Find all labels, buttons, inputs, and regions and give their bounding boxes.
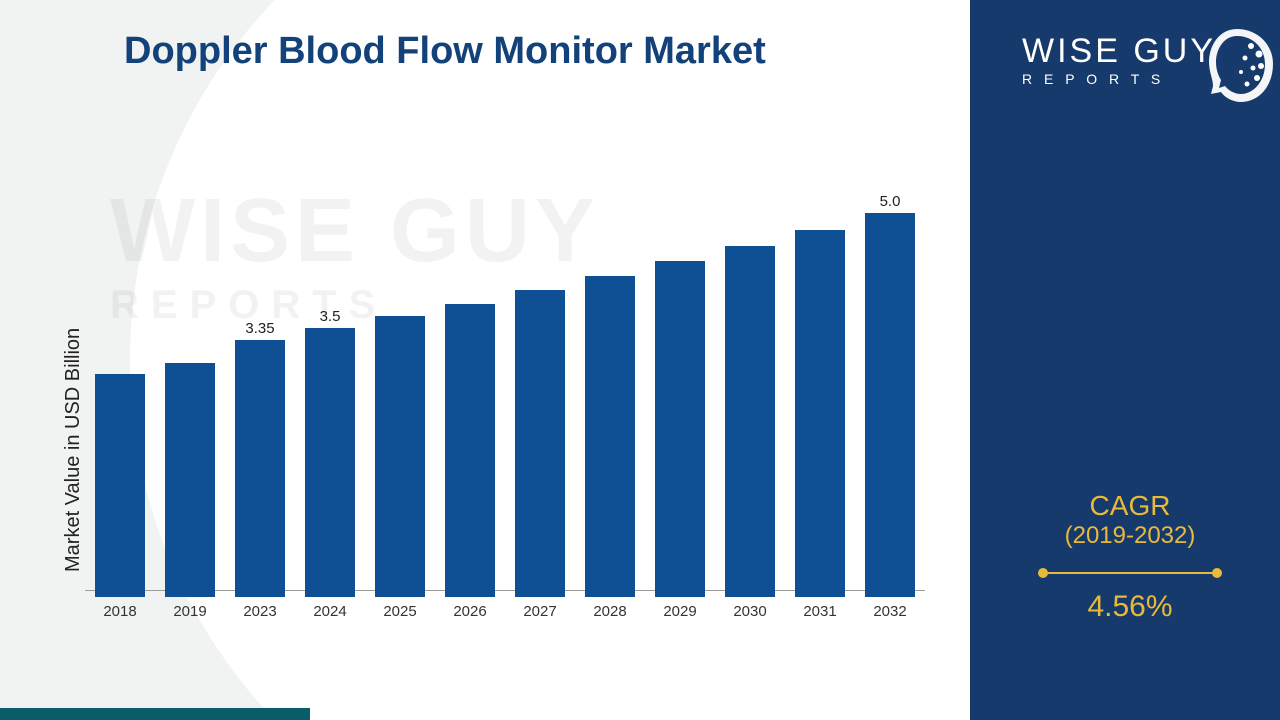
x-tick-label: 2030 (733, 603, 766, 620)
cagr-title: CAGR (1010, 490, 1250, 522)
bars-container: 2018 2019 3.35 2023 3.5 2024 2025 2026 2027 2028 2… (90, 160, 920, 620)
bar-rect (165, 363, 215, 597)
cagr-divider (1040, 568, 1220, 578)
y-axis-label: Market Value in USD Billion (62, 328, 85, 572)
bar-2028: 2028 (580, 256, 640, 620)
bar-2030: 2030 (720, 226, 780, 620)
bar-rect (725, 246, 775, 597)
bar-rect (375, 316, 425, 597)
bar-rect (235, 340, 285, 597)
cagr-range: (2019-2032) (1010, 522, 1250, 550)
bar-2026: 2026 (440, 284, 500, 620)
figure-canvas: WISE GUY REPORTS Doppler Blood Flow Moni… (0, 0, 1280, 720)
chart-title: Doppler Blood Flow Monitor Market (124, 30, 766, 73)
bar-2027: 2027 (510, 270, 570, 620)
bar-2024: 3.5 2024 (300, 308, 360, 620)
x-tick-label: 2031 (803, 603, 836, 620)
x-tick-label: 2018 (103, 603, 136, 620)
x-tick-label: 2025 (383, 603, 416, 620)
bar-2031: 2031 (790, 210, 850, 620)
bar-2025: 2025 (370, 296, 430, 620)
bar-rect (445, 304, 495, 597)
x-tick-label: 2023 (243, 603, 276, 620)
bar-value-label: 5.0 (880, 193, 901, 211)
x-tick-label: 2029 (663, 603, 696, 620)
bar-2023: 3.35 2023 (230, 320, 290, 620)
bar-rect (515, 290, 565, 597)
bar-rect (795, 230, 845, 597)
x-tick-label: 2028 (593, 603, 626, 620)
bar-2032: 5.0 2032 (860, 193, 920, 620)
bar-2018: 2018 (90, 354, 150, 620)
cagr-value: 4.56% (1010, 590, 1250, 624)
bar-value-label: 3.5 (320, 308, 341, 326)
bar-value-label: 3.35 (245, 320, 274, 338)
bar-rect (865, 213, 915, 597)
bar-2019: 2019 (160, 343, 220, 620)
bar-rect (305, 328, 355, 597)
x-tick-label: 2019 (173, 603, 206, 620)
bar-rect (585, 276, 635, 597)
brand-logo-line1: WISE GUY (1022, 32, 1216, 71)
cagr-block: CAGR (2019-2032) 4.56% (1010, 490, 1250, 624)
brand-logo-head-icon (1207, 24, 1277, 104)
x-tick-label: 2027 (523, 603, 556, 620)
brand-logo-line2: R E P O R T S (1022, 71, 1216, 87)
x-tick-label: 2032 (873, 603, 906, 620)
bar-rect (95, 374, 145, 597)
bar-2029: 2029 (650, 241, 710, 620)
x-tick-label: 2024 (313, 603, 346, 620)
brand-logo: WISE GUY R E P O R T S (1022, 32, 1216, 87)
x-tick-label: 2026 (453, 603, 486, 620)
bar-rect (655, 261, 705, 597)
footer-accent-bar (0, 708, 310, 720)
